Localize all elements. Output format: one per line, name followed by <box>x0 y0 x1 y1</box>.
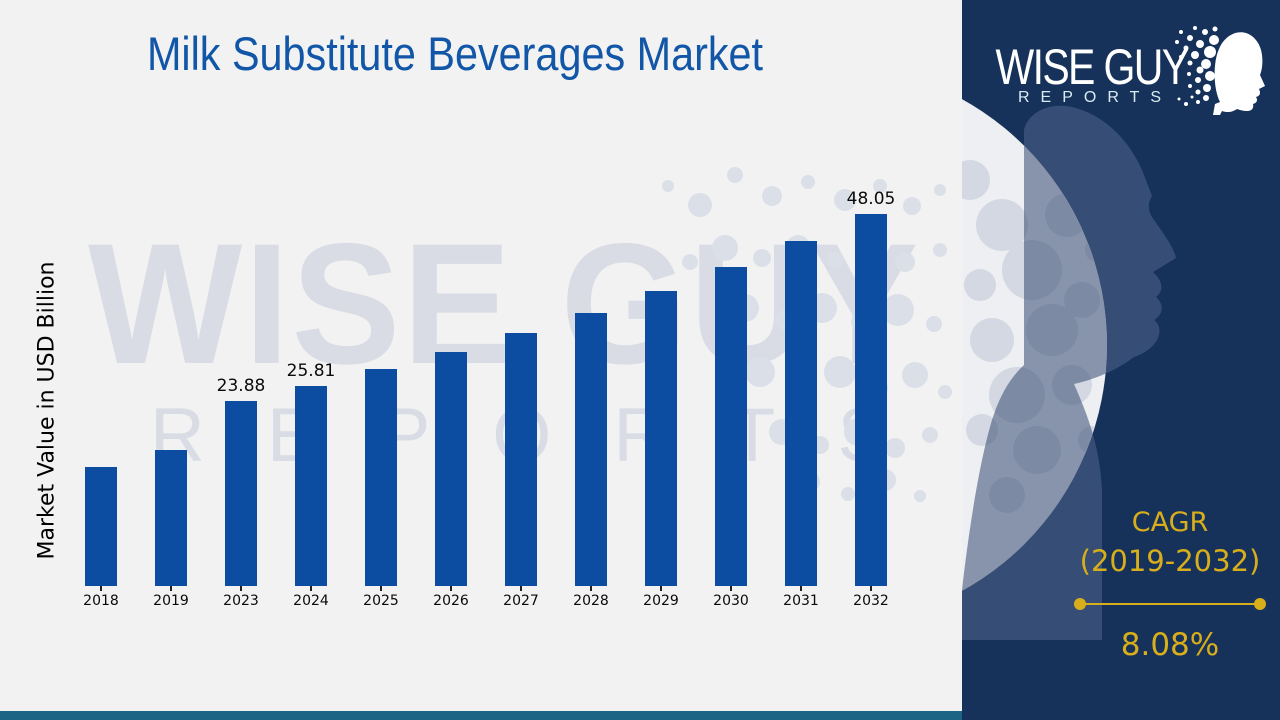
bar-2029 <box>645 291 677 586</box>
bar-2031 <box>785 241 817 586</box>
watermark-dot <box>827 252 843 268</box>
watermark-dot <box>938 385 952 399</box>
bar-2027 <box>505 333 537 586</box>
watermark-dot <box>903 197 921 215</box>
data-label-2023: 23.88 <box>216 376 266 396</box>
watermark-dot <box>902 362 928 388</box>
x-axis-label-2032: 2032 <box>853 593 889 609</box>
brand-panel <box>962 0 1280 720</box>
watermark-dot <box>933 243 947 257</box>
footer-bar <box>0 711 962 720</box>
cagr-label: CAGR <box>1131 507 1209 538</box>
x-axis-tick-2028 <box>590 586 592 591</box>
logo-subtext: REPORTS <box>1017 89 1173 106</box>
bar-2028 <box>575 313 607 586</box>
bar-2018 <box>85 467 117 586</box>
watermark-dot <box>834 189 856 211</box>
bar-2019 <box>155 450 187 586</box>
x-axis-label-2029: 2029 <box>643 593 679 609</box>
x-axis-label-2028: 2028 <box>573 593 609 609</box>
cagr-line-left-dot <box>1074 598 1086 610</box>
cagr-block: CAGR (2019-2032) 8.08% <box>1058 505 1280 663</box>
x-axis-tick-2019 <box>170 586 172 591</box>
x-axis-tick-2024 <box>310 586 312 591</box>
bar-2032 <box>855 214 887 586</box>
x-axis-tick-2023 <box>240 586 242 591</box>
x-axis-label-2026: 2026 <box>433 593 469 609</box>
watermark-dot <box>841 487 855 501</box>
watermark-dot <box>882 294 914 326</box>
x-axis-tick-2032 <box>870 586 872 591</box>
x-axis-label-2018: 2018 <box>83 593 119 609</box>
page-title: Milk Substitute Beverages Market <box>146 27 764 80</box>
bar-2024 <box>295 386 327 586</box>
bar-2026 <box>435 352 467 586</box>
watermark-dot <box>801 175 815 189</box>
x-axis-label-2031: 2031 <box>783 593 819 609</box>
bar-2023 <box>225 401 257 586</box>
cagr-value: 8.08% <box>1120 627 1220 663</box>
brand-panel-graphic <box>962 0 1280 720</box>
watermark-dot <box>934 184 946 196</box>
watermark-dot <box>895 252 915 272</box>
x-axis-label-2027: 2027 <box>503 593 539 609</box>
watermark-dot <box>662 180 674 192</box>
cagr-range: (2019-2032) <box>1079 544 1261 578</box>
watermark-dot <box>926 316 942 332</box>
x-axis-tick-2031 <box>800 586 802 591</box>
y-axis-label: Market Value in USD Billion <box>34 261 60 560</box>
cagr-line-right-dot <box>1254 598 1266 610</box>
watermark-dot <box>727 167 743 183</box>
x-axis-tick-2027 <box>520 586 522 591</box>
x-axis-tick-2030 <box>730 586 732 591</box>
watermark-dot <box>873 179 887 193</box>
logo-head-profile-icon <box>1175 26 1265 115</box>
watermark-dot <box>688 193 712 217</box>
x-axis-label-2023: 2023 <box>223 593 259 609</box>
watermark-dot <box>745 357 775 387</box>
logo-head-dots <box>1175 26 1219 106</box>
face-silhouette <box>962 105 1107 626</box>
x-axis-label-2024: 2024 <box>293 593 329 609</box>
watermark-dot <box>762 186 782 206</box>
watermark-dot <box>885 438 905 458</box>
cagr-divider-line <box>1074 598 1266 610</box>
watermark-dot <box>682 254 698 270</box>
data-label-2032: 48.05 <box>846 189 896 209</box>
watermark-dot <box>712 235 738 261</box>
x-axis-label-2030: 2030 <box>713 593 749 609</box>
data-label-2024: 25.81 <box>286 361 336 381</box>
x-axis-tick-2018 <box>100 586 102 591</box>
x-axis-tick-2029 <box>660 586 662 591</box>
watermark-wordmark: WISE GUY <box>88 208 921 400</box>
logo-wordmark: WISE GUY <box>995 39 1190 95</box>
watermark-dot <box>914 490 926 502</box>
x-axis-tick-2026 <box>450 586 452 591</box>
bar-2025 <box>365 369 397 586</box>
watermark-dot <box>753 249 771 267</box>
x-axis-label-2019: 2019 <box>153 593 189 609</box>
x-axis-label-2025: 2025 <box>363 593 399 609</box>
x-axis-tick-2025 <box>380 586 382 591</box>
bar-2030 <box>715 267 747 586</box>
watermark-dot <box>824 356 856 388</box>
watermark-dot <box>922 427 938 443</box>
